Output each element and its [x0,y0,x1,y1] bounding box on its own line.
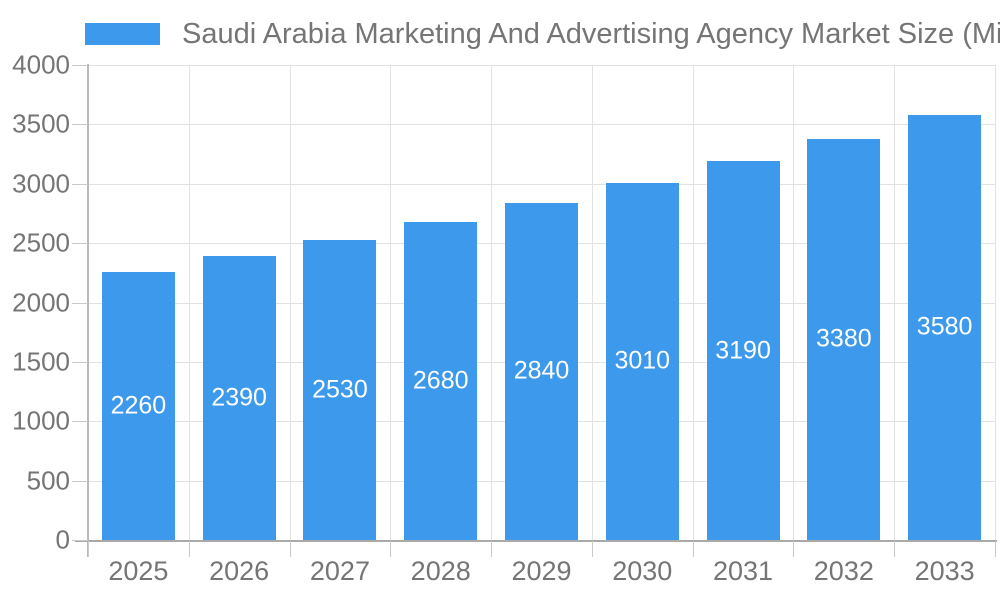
x-axis-tick [88,541,89,557]
x-axis-label: 2028 [410,556,471,586]
y-axis-label: 3500 [12,108,70,139]
bar-value-label: 3580 [916,312,973,341]
legend-label: Saudi Arabia Marketing And Advertising A… [182,17,1000,50]
y-axis-tick [72,361,88,363]
y-axis-tick [72,421,88,423]
y-axis-tick [72,124,88,126]
bar-2033[interactable]: 3580 [908,114,982,540]
x-axis-label: 2026 [209,556,270,586]
x-axis-tick [793,541,795,557]
x-axis-tick [995,541,996,557]
x-axis-tick [390,541,392,557]
x-axis-tick [591,541,593,557]
v-gridline [491,65,493,540]
bar-value-label: 2260 [110,391,167,420]
y-axis-label: 2500 [12,227,70,258]
bar-2027[interactable]: 2530 [303,239,377,540]
x-axis-tick [491,541,493,557]
plot-area: 2260 2390 2530 2680 2840 3010 3190 3380 3580 [88,65,996,540]
x-axis-tick [289,541,291,557]
v-gridline [289,65,291,540]
y-axis-label: 500 [26,465,70,496]
bar-2032[interactable]: 3380 [807,138,881,540]
bar-value-label: 2390 [211,383,267,412]
x-axis-label: 2031 [713,556,774,586]
y-axis-line [87,64,89,557]
v-gridline [894,65,896,540]
y-axis-tick [72,540,88,541]
h-gridline [88,124,995,126]
y-axis-label: 1000 [12,405,70,436]
x-axis-label: 2027 [309,556,370,586]
v-gridline [995,65,996,540]
bar-value-label: 3190 [715,336,771,365]
bar-2025[interactable]: 2260 [101,271,175,540]
bar-2026[interactable]: 2390 [202,256,276,540]
v-gridline [390,65,392,540]
v-gridline [188,65,190,540]
bar-value-label: 3010 [614,346,671,375]
y-axis-label: 1500 [12,346,70,377]
v-gridline [591,65,593,540]
bar-value-label: 2530 [312,375,368,404]
bar-value-label: 2840 [513,356,570,385]
y-axis-label: 4000 [12,49,70,80]
x-axis-tick [188,541,190,557]
bar-value-label: 2680 [412,366,469,395]
x-axis-label: 2033 [914,556,975,586]
bar-2031[interactable]: 3190 [706,161,780,540]
y-axis-tick [72,480,88,482]
y-axis-label: 3000 [12,168,70,199]
h-gridline [88,65,995,66]
bar-2028[interactable]: 2680 [404,221,478,540]
x-axis-label: 2029 [511,556,572,586]
y-axis-tick [72,65,88,66]
bar-value-label: 3380 [816,324,872,353]
y-axis-tick [72,243,88,245]
x-axis-line [75,540,997,542]
x-axis-label: 2025 [108,556,169,586]
v-gridline [692,65,694,540]
y-axis-label: 2000 [12,287,70,317]
legend-item[interactable]: Saudi Arabia Marketing And Advertising A… [85,17,1000,51]
x-axis-tick [894,541,896,557]
h-gridline [88,183,995,185]
bar-2030[interactable]: 3010 [605,182,679,540]
x-axis-tick [692,541,694,557]
x-axis-label: 2032 [813,556,874,586]
v-gridline [793,65,795,540]
y-axis-tick [72,302,88,304]
legend-swatch-icon [85,23,160,45]
bar-2029[interactable]: 2840 [505,202,578,540]
y-axis-tick [72,183,88,185]
y-axis-label: 0 [55,524,70,555]
x-axis-label: 2030 [612,556,673,586]
